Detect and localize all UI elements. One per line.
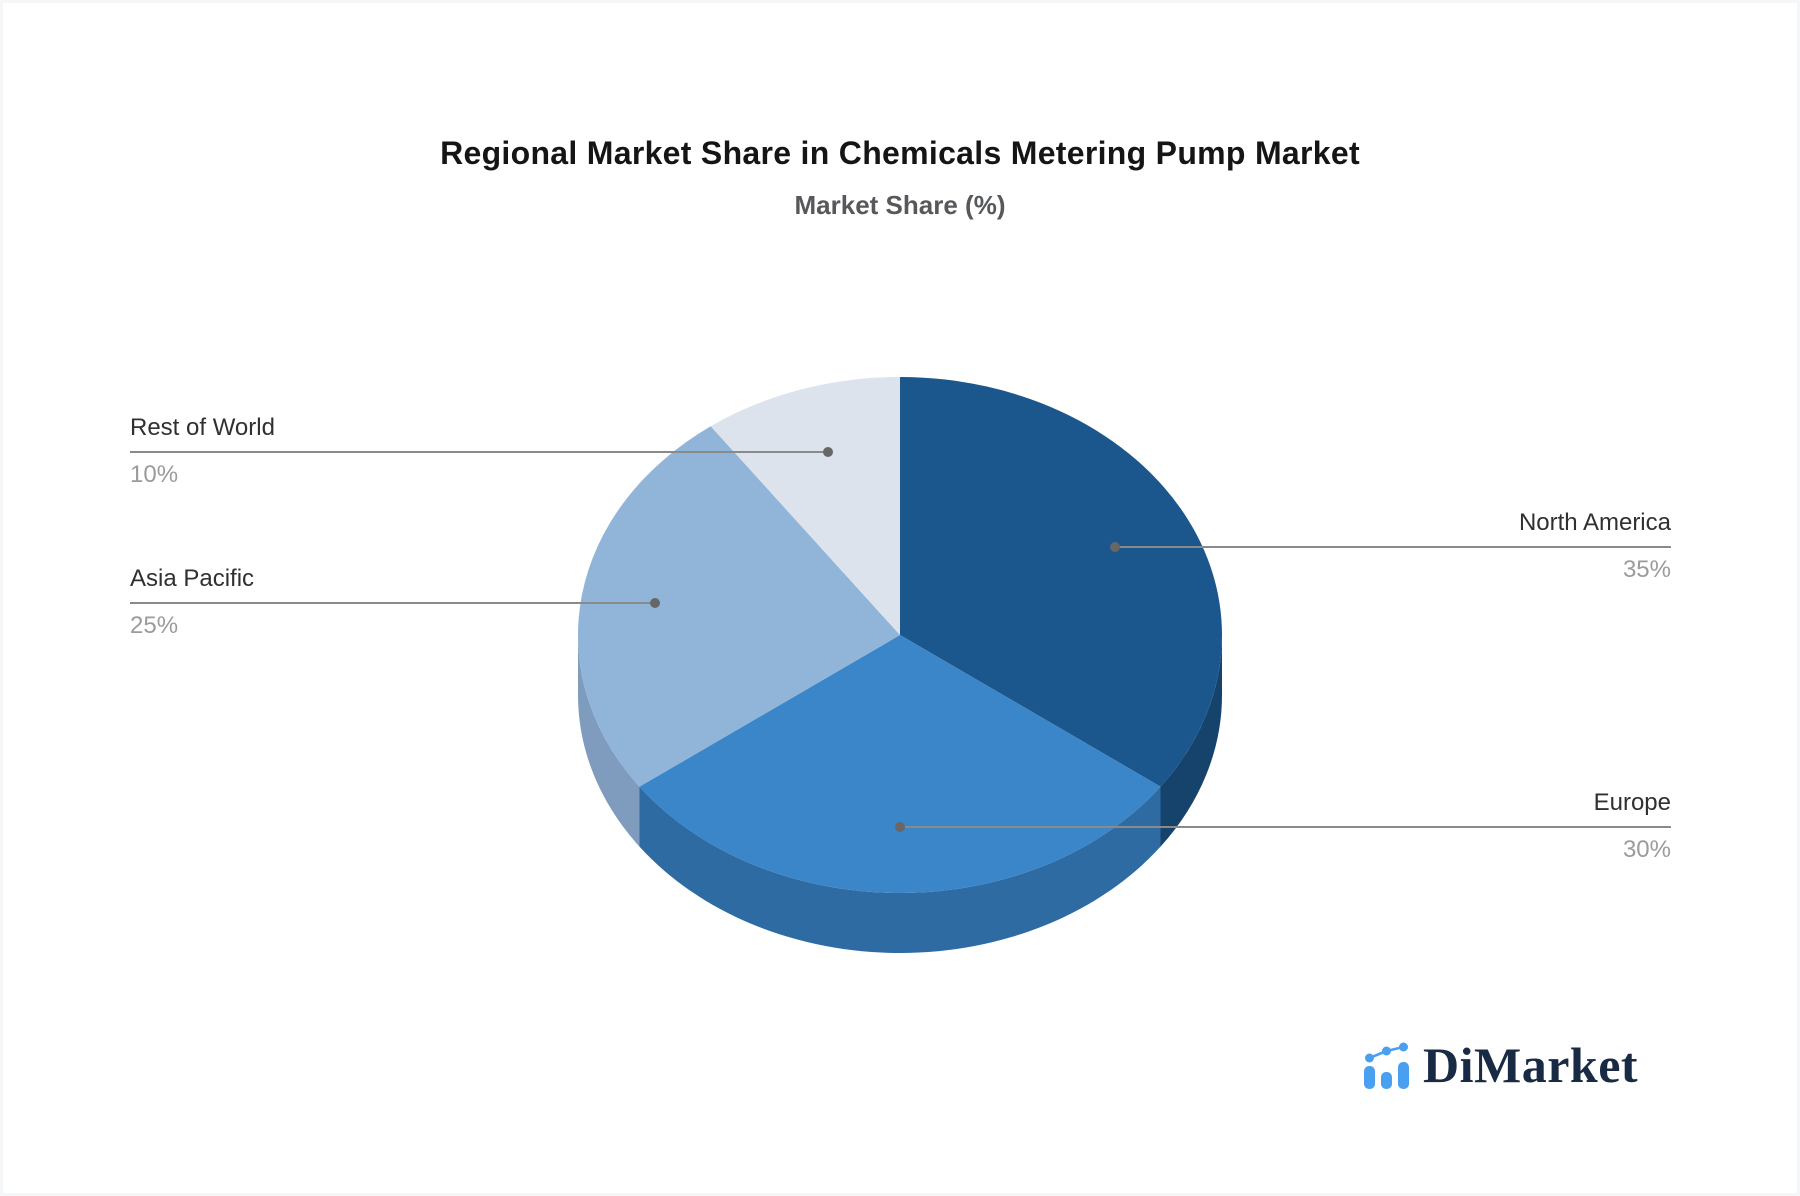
callout-label-asia-pacific: Asia Pacific [130,565,255,592]
callout-dot-north-america [1110,542,1120,552]
callout-value-asia-pacific: 25% [130,612,179,639]
pie-slice-side-asia-pacific [578,635,640,847]
callout-dot-europe [895,822,905,832]
pie-slice-europe[interactable] [639,635,1161,894]
pie-slice-asia-pacific[interactable] [578,426,900,787]
brand-logo: DiMarket [1362,1037,1639,1093]
pie-slice-north-america[interactable] [900,377,1222,787]
brand-logo-text: DiMarket [1423,1037,1639,1093]
chart-subtitle: Market Share (%) [794,190,1006,220]
callout-label-north-america: North America [1518,509,1671,536]
callout-label-europe: Europe [1593,789,1671,816]
callout-label-rest-of-world: Rest of World [130,414,275,441]
callout-dot-rest-of-world [823,447,833,457]
callout-value-europe: 30% [1622,836,1671,863]
callout-dot-asia-pacific [650,598,660,608]
bar-chart-trend-icon [1364,1042,1409,1089]
callout-value-north-america: 35% [1622,556,1671,583]
chart-title: Regional Market Share in Chemicals Meter… [440,135,1360,171]
callout-value-rest-of-world: 10% [130,461,179,488]
pie-slice-side-europe [639,786,1161,954]
pie-slice-side-north-america [1160,635,1222,847]
pie-slice-rest-of-world[interactable] [710,377,900,635]
